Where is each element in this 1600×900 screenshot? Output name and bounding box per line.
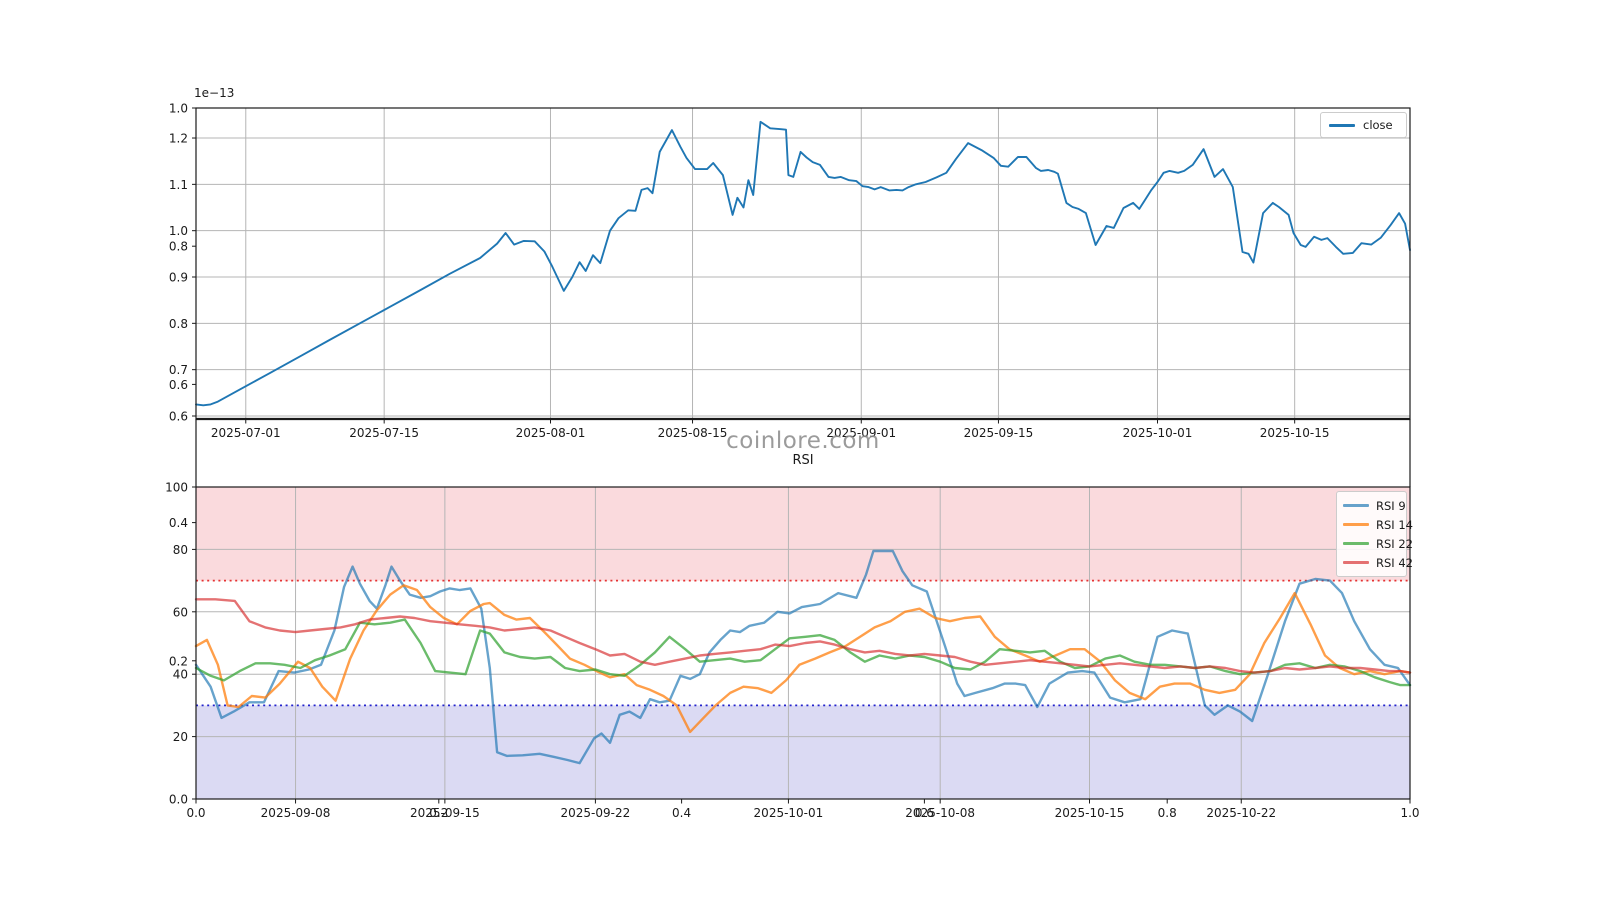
rsi-section-title: RSI bbox=[792, 453, 814, 468]
price-y-tick-label: 1.0 bbox=[169, 224, 188, 238]
top-x-tick-label: 2025-07-15 bbox=[349, 426, 419, 440]
price-y-tick-label: 0.7 bbox=[169, 363, 188, 377]
rsi14-line-sample bbox=[1343, 523, 1369, 526]
watermark: coinlore.com bbox=[726, 428, 880, 454]
rsi-y-tick-label: 80 bbox=[173, 543, 188, 557]
rsi-y-tick-label: 20 bbox=[173, 730, 188, 744]
top-x-tick-label: 2025-09-01 bbox=[826, 426, 896, 440]
overbought-band bbox=[196, 487, 1410, 581]
bottom-x-tick-label: 2025-09-08 bbox=[261, 806, 331, 820]
rsi-y-tick-label: 100 bbox=[165, 481, 188, 495]
overlay-y-tick-label: 1.0 bbox=[169, 102, 188, 116]
price-y-tick-label: 0.6 bbox=[169, 409, 188, 423]
overlay-y-tick-label: 0.4 bbox=[169, 516, 188, 530]
rsi-series-line-4 bbox=[194, 598, 1412, 674]
overlay-x-tick-label: 0.6 bbox=[915, 806, 934, 820]
top-x-tick-label: 2025-10-15 bbox=[1260, 426, 1330, 440]
bottom-chart-frame bbox=[195, 486, 1411, 800]
rsi9-line-sample bbox=[1343, 504, 1369, 507]
overlay-x-tick-label: 1.0 bbox=[1400, 806, 1419, 820]
legend-item-rsi14: RSI 14 bbox=[1343, 516, 1413, 534]
legend-rsi: RSI 9 RSI 14 RSI 22 RSI 42 bbox=[1336, 491, 1413, 577]
rsi-series-line-1 bbox=[194, 549, 1412, 765]
overlay-y-tick-label: 0.6 bbox=[169, 378, 188, 392]
overlay-y-tick-label: 0.2 bbox=[169, 654, 188, 668]
bottom-x-tick-label: 2025-10-01 bbox=[754, 806, 824, 820]
close-line-sample bbox=[1329, 123, 1355, 127]
rsi22-line-sample bbox=[1343, 542, 1369, 545]
legend-close: close bbox=[1320, 112, 1407, 138]
rsi-series-line-3 bbox=[194, 618, 1412, 687]
overlay-x-tick-label: 0.4 bbox=[672, 806, 691, 820]
legend-label-rsi9: RSI 9 bbox=[1376, 498, 1406, 513]
overlay-y-tick-label: 0.0 bbox=[169, 793, 188, 807]
price-y-tick-label: 1.2 bbox=[169, 132, 188, 146]
overlay-x-tick-label: 0.0 bbox=[186, 806, 205, 820]
legend-label-rsi42: RSI 42 bbox=[1376, 555, 1413, 570]
top-x-tick-label: 2025-08-15 bbox=[658, 426, 728, 440]
legend-item-rsi42: RSI 42 bbox=[1343, 554, 1413, 572]
bottom-x-tick-label: 2025-09-22 bbox=[561, 806, 631, 820]
close-series-line bbox=[195, 120, 1411, 407]
rsi-series-line-2 bbox=[194, 584, 1412, 734]
bottom-x-tick-label: 2025-10-22 bbox=[1206, 806, 1276, 820]
legend-item-rsi9: RSI 9 bbox=[1343, 497, 1406, 515]
bottom-x-tick-label: 2025-09-15 bbox=[410, 806, 480, 820]
overlay-x-tick-label: 0.2 bbox=[429, 806, 448, 820]
price-y-tick-label: 0.9 bbox=[169, 271, 188, 285]
oversold-band bbox=[196, 705, 1410, 799]
overlay-x-tick-label: 0.8 bbox=[1158, 806, 1177, 820]
overlay-y-tick-label: 0.8 bbox=[169, 240, 188, 254]
legend-item-rsi22: RSI 22 bbox=[1343, 535, 1413, 553]
bottom-x-tick-label: 2025-10-15 bbox=[1055, 806, 1125, 820]
top-x-tick-label: 2025-08-01 bbox=[516, 426, 586, 440]
legend-label-close: close bbox=[1363, 118, 1393, 132]
y-axis-offset-label: 1e−13 bbox=[194, 86, 235, 100]
top-x-tick-label: 2025-09-15 bbox=[964, 426, 1034, 440]
top-x-tick-label: 2025-10-01 bbox=[1123, 426, 1193, 440]
price-y-tick-label: 1.1 bbox=[169, 178, 188, 192]
rsi-y-tick-label: 40 bbox=[173, 668, 188, 682]
rsi-y-tick-label: 60 bbox=[173, 605, 188, 619]
bottom-x-tick-label: 2025-10-08 bbox=[905, 806, 975, 820]
top-x-tick-label: 2025-07-01 bbox=[211, 426, 281, 440]
price-y-tick-label: 0.8 bbox=[169, 317, 188, 331]
legend-label-rsi22: RSI 22 bbox=[1376, 536, 1413, 551]
legend-label-rsi14: RSI 14 bbox=[1376, 517, 1413, 532]
rsi42-line-sample bbox=[1343, 561, 1369, 564]
